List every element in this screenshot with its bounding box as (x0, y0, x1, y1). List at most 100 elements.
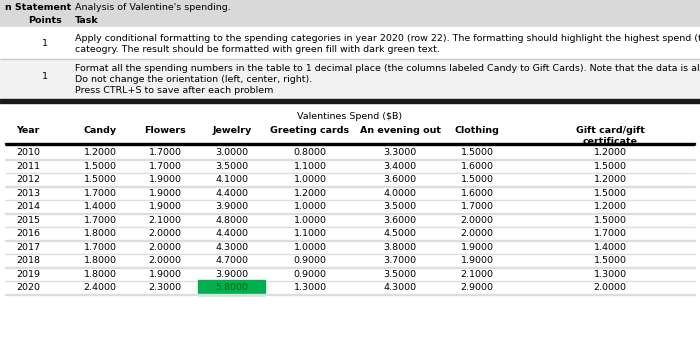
Text: 3.7000: 3.7000 (384, 256, 416, 265)
Text: Flowers: Flowers (144, 126, 186, 135)
Text: 4.3000: 4.3000 (384, 283, 416, 292)
Text: 3.6000: 3.6000 (384, 175, 416, 184)
Text: 2.1000: 2.1000 (148, 216, 181, 225)
Text: 1.7000: 1.7000 (83, 216, 116, 225)
Bar (0, 14, 700, 27)
Text: n Statement: n Statement (5, 2, 71, 11)
Text: 1.2000: 1.2000 (594, 148, 626, 157)
Text: Points: Points (28, 16, 62, 25)
Text: 2.0000: 2.0000 (461, 216, 494, 225)
Text: 2.0000: 2.0000 (148, 229, 181, 238)
Text: 1.9000: 1.9000 (461, 243, 494, 252)
Text: Do not change the orientation (left, center, right).: Do not change the orientation (left, cen… (75, 75, 312, 84)
Text: 2014: 2014 (16, 202, 40, 211)
Text: 4.3000: 4.3000 (216, 243, 248, 252)
Text: 4.8000: 4.8000 (216, 216, 248, 225)
Text: 1.0000: 1.0000 (293, 216, 326, 225)
Text: 1: 1 (42, 39, 48, 48)
Text: 1.9000: 1.9000 (148, 175, 181, 184)
Text: 1.7000: 1.7000 (148, 162, 181, 171)
Text: Task: Task (75, 16, 99, 25)
Text: 2015: 2015 (16, 216, 40, 225)
Text: 3.4000: 3.4000 (384, 162, 416, 171)
Text: Candy: Candy (83, 126, 117, 135)
Text: 4.5000: 4.5000 (384, 229, 416, 238)
Text: 4.4000: 4.4000 (216, 229, 248, 238)
Text: 1.7000: 1.7000 (148, 148, 181, 157)
Text: 4.7000: 4.7000 (216, 256, 248, 265)
Text: 1.6000: 1.6000 (461, 189, 494, 198)
Text: 1.4000: 1.4000 (594, 243, 626, 252)
Text: 2019: 2019 (16, 270, 40, 279)
Text: 1.6000: 1.6000 (461, 162, 494, 171)
Text: 3.3000: 3.3000 (384, 148, 416, 157)
Text: 1.2000: 1.2000 (83, 148, 116, 157)
Text: 3.8000: 3.8000 (384, 243, 416, 252)
Text: 1.2000: 1.2000 (594, 202, 626, 211)
Text: 1.9000: 1.9000 (461, 256, 494, 265)
Text: Press CTRL+S to save after each problem: Press CTRL+S to save after each problem (75, 86, 274, 95)
Text: 2020: 2020 (16, 283, 40, 292)
Text: 1.5000: 1.5000 (461, 148, 494, 157)
Bar (5, 143, 695, 144)
Text: 0.9000: 0.9000 (293, 256, 326, 265)
Text: Jewelry: Jewelry (212, 126, 251, 135)
Text: Valentines Spend ($B): Valentines Spend ($B) (298, 111, 402, 120)
Bar (198, 280, 265, 295)
Text: Greeting cards: Greeting cards (270, 126, 349, 135)
Text: 1.9000: 1.9000 (148, 189, 181, 198)
Text: 2.0000: 2.0000 (148, 256, 181, 265)
Text: 4.4000: 4.4000 (216, 189, 248, 198)
Text: 3.9000: 3.9000 (216, 270, 248, 279)
Text: 5.8000: 5.8000 (216, 283, 248, 292)
Text: 1.7000: 1.7000 (83, 189, 116, 198)
Text: cateogry. The result should be formatted with green fill with dark green text.: cateogry. The result should be formatted… (75, 45, 440, 54)
Text: 1.5000: 1.5000 (594, 189, 626, 198)
Text: 3.0000: 3.0000 (216, 148, 248, 157)
Text: 1.5000: 1.5000 (594, 162, 626, 171)
Text: 1.0000: 1.0000 (293, 175, 326, 184)
Text: 1.5000: 1.5000 (594, 256, 626, 265)
Text: 2013: 2013 (16, 189, 40, 198)
Text: 1.5000: 1.5000 (83, 162, 116, 171)
Text: 1.0000: 1.0000 (293, 202, 326, 211)
Text: 2.1000: 2.1000 (461, 270, 494, 279)
Text: 4.0000: 4.0000 (384, 189, 416, 198)
Text: 2017: 2017 (16, 243, 40, 252)
Text: An evening out: An evening out (360, 126, 440, 135)
Text: 1.5000: 1.5000 (461, 175, 494, 184)
Text: 1.8000: 1.8000 (83, 270, 116, 279)
Text: 1.8000: 1.8000 (83, 229, 116, 238)
Text: 3.6000: 3.6000 (384, 216, 416, 225)
Text: 1.0000: 1.0000 (293, 243, 326, 252)
Text: 2.9000: 2.9000 (461, 283, 494, 292)
Text: 2.0000: 2.0000 (148, 243, 181, 252)
Text: 2.3000: 2.3000 (148, 283, 181, 292)
Text: 2.0000: 2.0000 (594, 283, 626, 292)
Text: 1.2000: 1.2000 (293, 189, 326, 198)
Bar (0, 99, 700, 103)
Text: 1.5000: 1.5000 (594, 216, 626, 225)
Text: 1.1000: 1.1000 (293, 229, 326, 238)
Text: 1.9000: 1.9000 (148, 270, 181, 279)
Text: 1.8000: 1.8000 (83, 256, 116, 265)
Text: 2.0000: 2.0000 (461, 229, 494, 238)
Text: 4.1000: 4.1000 (216, 175, 248, 184)
Text: Clothing: Clothing (454, 126, 499, 135)
Bar (0, 59, 700, 99)
Text: 2011: 2011 (16, 162, 40, 171)
Text: 1.3000: 1.3000 (594, 270, 626, 279)
Text: 2010: 2010 (16, 148, 40, 157)
Text: 1: 1 (42, 71, 48, 81)
Text: 1.7000: 1.7000 (461, 202, 494, 211)
Text: 3.5000: 3.5000 (216, 162, 248, 171)
Text: 2016: 2016 (16, 229, 40, 238)
Text: Year: Year (16, 126, 40, 135)
Text: Gift card/gift
certificate: Gift card/gift certificate (575, 126, 645, 146)
Text: Analysis of Valentine's spending.: Analysis of Valentine's spending. (75, 2, 231, 11)
Text: 0.9000: 0.9000 (293, 270, 326, 279)
Text: 0.8000: 0.8000 (293, 148, 326, 157)
Bar (0, 0, 700, 14)
Text: 1.5000: 1.5000 (83, 175, 116, 184)
Text: 2018: 2018 (16, 256, 40, 265)
